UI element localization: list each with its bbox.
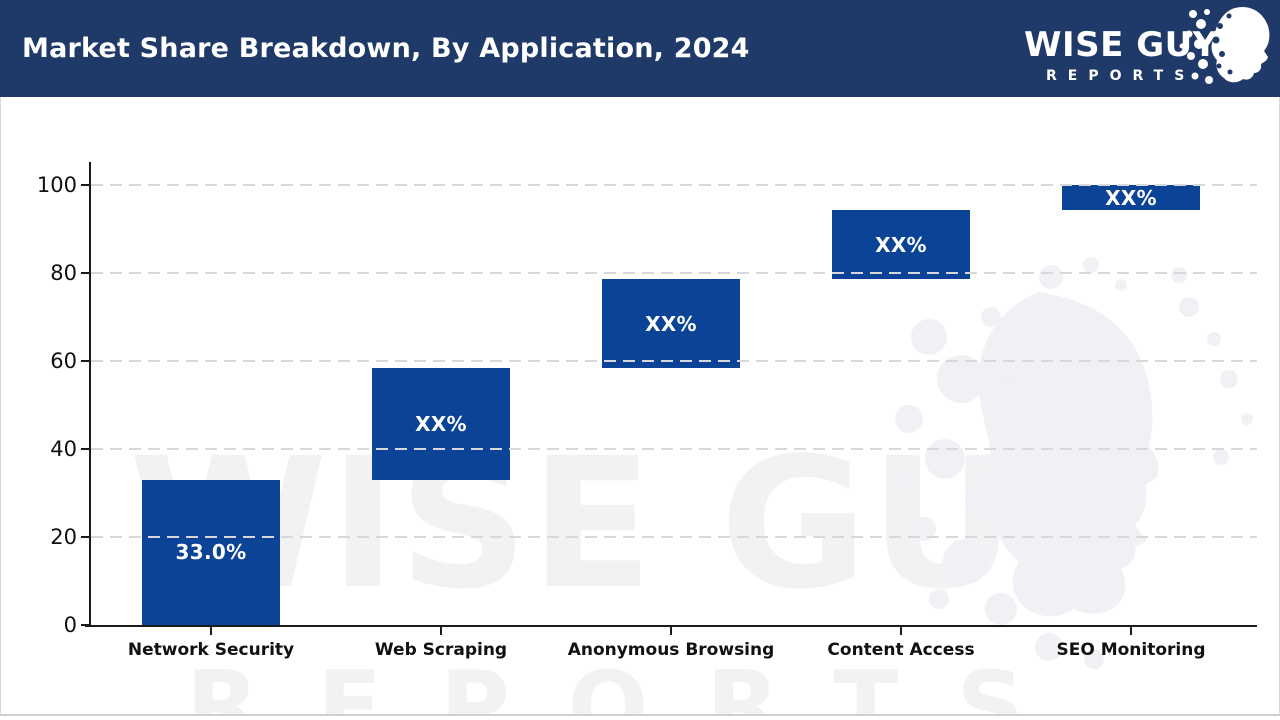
y-tick-40 xyxy=(81,448,89,450)
category-label: Network Security xyxy=(127,640,295,660)
category-label: Web Scraping xyxy=(374,640,508,660)
y-axis-spine xyxy=(89,162,91,627)
wise-guy-logo-graphic: WISE GUY REPORTS xyxy=(1024,6,1270,84)
logo-wordmark: WISE GUY xyxy=(1024,25,1218,65)
bar-segment: XX% xyxy=(602,279,740,369)
bar-value-label: XX% xyxy=(645,311,697,336)
y-tick-100 xyxy=(81,184,89,186)
chart-canvas: WISE GUY REPORTS 0 20 40 60 8 xyxy=(0,97,1280,716)
bar-value-label: XX% xyxy=(415,411,467,436)
gridline-80 xyxy=(91,272,1257,274)
bar-value-label: XX% xyxy=(875,232,927,257)
y-tick-label: 0 xyxy=(63,613,77,637)
x-tick xyxy=(210,627,212,635)
bar-segment: XX% xyxy=(372,368,510,480)
y-tick-label: 40 xyxy=(50,437,77,461)
y-tick-label: 80 xyxy=(50,261,77,285)
watermark-text: WISE GUY xyxy=(129,420,1151,629)
gridline-20 xyxy=(91,536,1257,538)
chart-title: Market Share Breakdown, By Application, … xyxy=(22,33,750,64)
x-tick xyxy=(440,627,442,635)
y-tick-20 xyxy=(81,536,89,538)
logo-subtext: REPORTS xyxy=(1046,68,1195,84)
gridline-100 xyxy=(91,184,1257,186)
category-label: Anonymous Browsing xyxy=(567,640,775,660)
x-tick xyxy=(1130,627,1132,635)
y-tick-label: 60 xyxy=(50,349,77,373)
bar-segment: 33.0% xyxy=(142,479,280,625)
bar-value-label: 33.0% xyxy=(175,540,247,565)
bar-segment: XX% xyxy=(832,210,970,280)
bar-segment: XX% xyxy=(1062,185,1200,211)
category-label: Content Access xyxy=(827,640,975,660)
y-tick-label: 100 xyxy=(36,173,77,197)
y-tick-label: 20 xyxy=(50,525,77,549)
y-tick-0 xyxy=(81,624,89,626)
wise-guy-logo: WISE GUY REPORTS xyxy=(1022,2,1272,96)
x-tick xyxy=(670,627,672,635)
x-tick xyxy=(900,627,902,635)
header-bar: Market Share Breakdown, By Application, … xyxy=(0,0,1280,97)
plot-area: 0 20 40 60 80 100 33.0% Network Security XX% Web … xyxy=(1,97,1279,714)
gridline-40 xyxy=(91,448,1257,450)
y-tick-60 xyxy=(81,360,89,362)
watermark-subtext: REPORTS xyxy=(186,652,1083,716)
y-tick-80 xyxy=(81,272,89,274)
bar-value-label: XX% xyxy=(1105,185,1157,210)
category-label: SEO Monitoring xyxy=(1056,640,1206,660)
x-axis-spine xyxy=(85,625,1257,627)
gridline-60 xyxy=(91,360,1257,362)
logo-face-icon xyxy=(1179,6,1270,84)
